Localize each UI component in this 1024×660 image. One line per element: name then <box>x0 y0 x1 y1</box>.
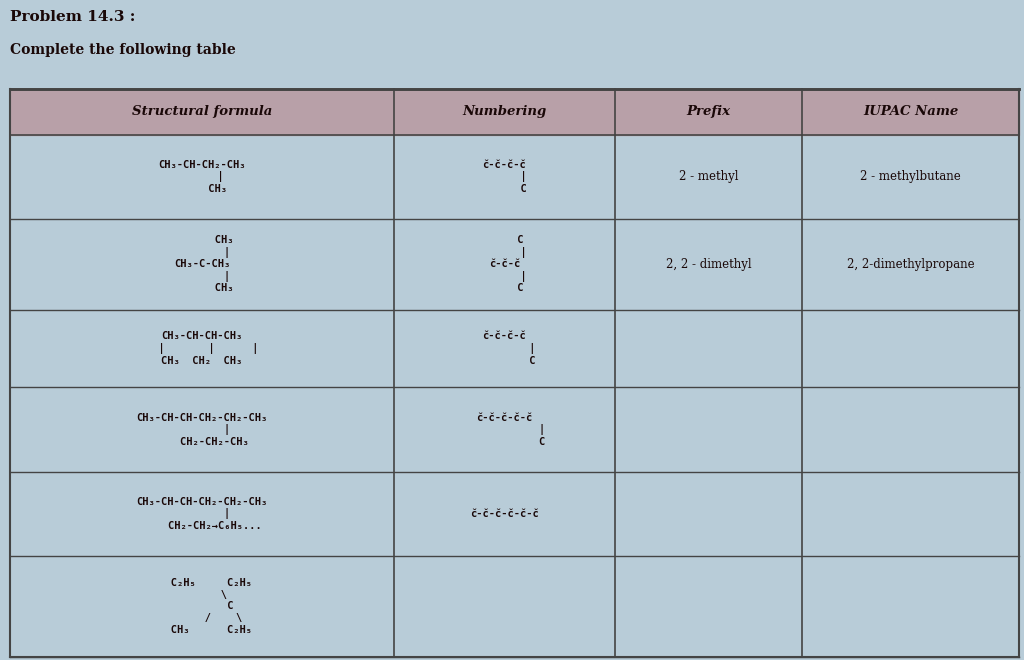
Bar <box>10 387 1019 472</box>
Text: Numbering: Numbering <box>463 106 547 118</box>
Text: Complete the following table: Complete the following table <box>10 43 236 57</box>
Bar <box>10 135 1019 219</box>
Bar <box>10 472 1019 556</box>
Text: CH₃-CH-CH₂-CH₃
      |
     CH₃: CH₃-CH-CH₂-CH₃ | CH₃ <box>158 160 246 194</box>
Text: č-č-č-č-č-č: č-č-č-č-č-č <box>470 509 539 519</box>
Text: č-č-č-č
         |
         C: č-č-č-č | C <box>473 331 536 366</box>
Bar <box>10 310 1019 387</box>
Text: C₂H₅     C₂H₅
       \
         C
       /    \
   CH₃      C₂H₅: C₂H₅ C₂H₅ \ C / \ CH₃ C₂H₅ <box>152 578 252 635</box>
Text: Prefix: Prefix <box>687 106 731 118</box>
Bar <box>10 89 1019 135</box>
Text: 2 - methyl: 2 - methyl <box>679 170 738 183</box>
Text: CH₃-CH-CH-CH₂-CH₂-CH₃
        |
    CH₂-CH₂→C₆H₅...: CH₃-CH-CH-CH₂-CH₂-CH₃ | CH₂-CH₂→C₆H₅... <box>136 497 267 531</box>
Bar <box>10 556 1019 657</box>
Bar <box>10 219 1019 310</box>
Text: CH₃-CH-CH-CH₂-CH₂-CH₃
        |
    CH₂-CH₂-CH₃: CH₃-CH-CH-CH₂-CH₂-CH₃ | CH₂-CH₂-CH₃ <box>136 412 267 447</box>
Text: č-č-č-č-č
            |
            C: č-č-č-č-č | C <box>464 412 545 447</box>
Text: IUPAC Name: IUPAC Name <box>863 106 958 118</box>
Text: 2, 2 - dimethyl: 2, 2 - dimethyl <box>666 258 752 271</box>
Text: č-č-č-č
      |
      C: č-č-č-č | C <box>482 160 526 194</box>
Text: 2 - methylbutane: 2 - methylbutane <box>860 170 961 183</box>
Text: Structural formula: Structural formula <box>132 106 272 118</box>
Text: CH₃
        |
CH₃-C-CH₃
        |
       CH₃: CH₃ | CH₃-C-CH₃ | CH₃ <box>171 235 233 294</box>
Text: 2, 2-dimethylpropane: 2, 2-dimethylpropane <box>847 258 974 271</box>
Text: CH₃-CH-CH-CH₃
  |       |      |
CH₃  CH₂  CH₃: CH₃-CH-CH-CH₃ | | | CH₃ CH₂ CH₃ <box>145 331 258 366</box>
Text: C
      |
č-č-č
      |
     C: C | č-č-č | C <box>482 235 526 294</box>
Text: Problem 14.3 :: Problem 14.3 : <box>10 10 135 24</box>
